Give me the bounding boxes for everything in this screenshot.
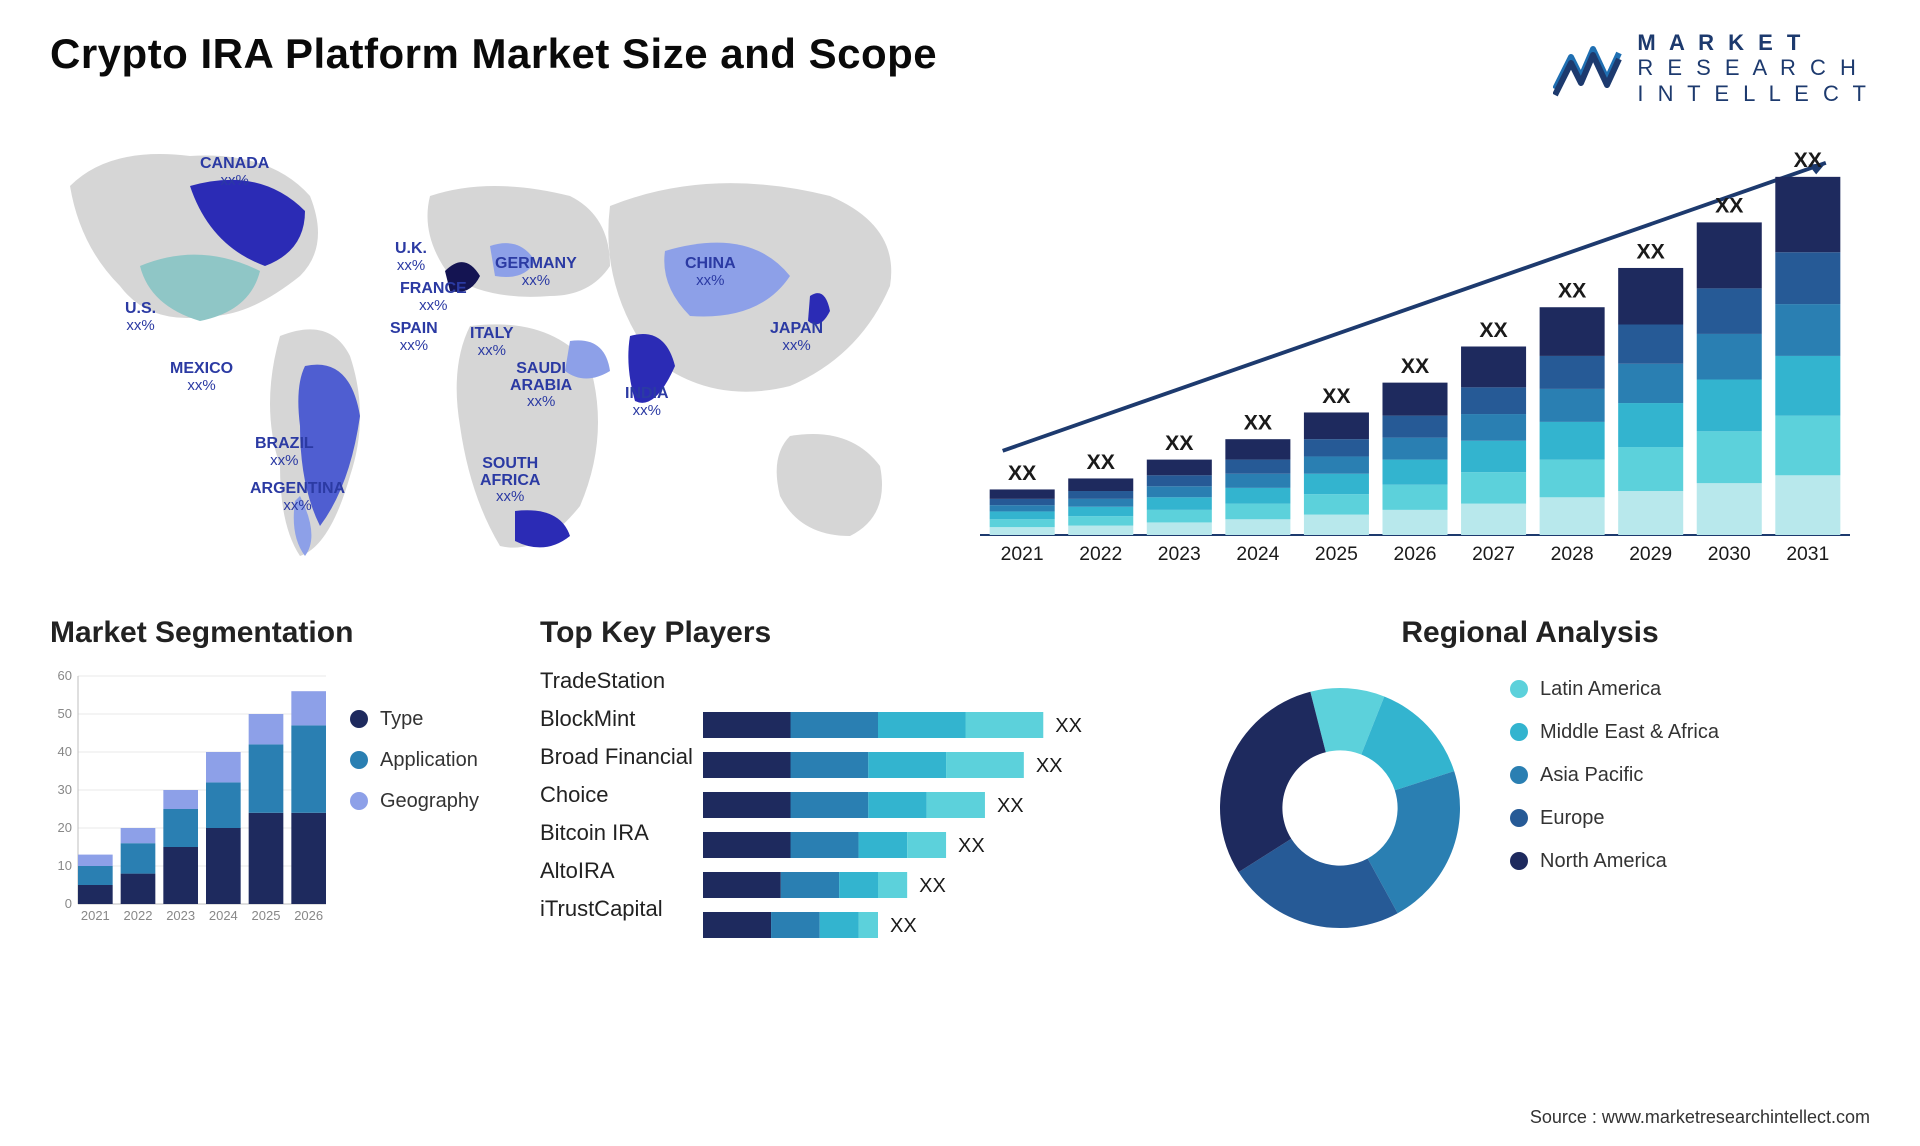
player-name: Choice bbox=[540, 782, 693, 808]
svg-text:XX: XX bbox=[890, 915, 917, 937]
svg-text:XX: XX bbox=[958, 835, 985, 857]
svg-text:2025: 2025 bbox=[252, 908, 281, 923]
segmentation-chart: 0 10 20 30 40 50 60 2021 2022 2023 2024 2025 2026 bbox=[50, 668, 330, 928]
players-chart: XXXXXXXXXXXX bbox=[703, 668, 1123, 948]
svg-text:XX: XX bbox=[1401, 354, 1429, 378]
svg-text:2029: 2029 bbox=[1629, 544, 1672, 565]
player-name: Bitcoin IRA bbox=[540, 820, 693, 846]
regional-legend-item: Asia Pacific bbox=[1510, 764, 1719, 787]
svg-text:2022: 2022 bbox=[1079, 544, 1122, 565]
svg-text:2030: 2030 bbox=[1708, 544, 1751, 565]
map-label-japan: JAPANxx% bbox=[770, 321, 823, 354]
svg-text:XX: XX bbox=[1558, 278, 1586, 302]
svg-text:XX: XX bbox=[1715, 194, 1743, 218]
trend-chart-panel: XX 2021 XX 2022 XX 2023 XX 2024 XX 2025 XX 2026 XX 20… bbox=[960, 126, 1870, 586]
map-label-china: CHINAxx% bbox=[685, 256, 736, 289]
svg-text:2031: 2031 bbox=[1786, 544, 1829, 565]
source-attribution: Source : www.marketresearchintellect.com bbox=[1530, 1107, 1870, 1128]
svg-text:XX: XX bbox=[997, 795, 1024, 817]
svg-text:XX: XX bbox=[1087, 450, 1115, 474]
player-name: TradeStation bbox=[540, 668, 693, 694]
segmentation-legend-item: Geography bbox=[350, 790, 479, 813]
players-name-list: TradeStation BlockMint Broad Financial Choi… bbox=[540, 668, 693, 948]
page-title: Crypto IRA Platform Market Size and Scop… bbox=[50, 30, 937, 78]
svg-text:10: 10 bbox=[58, 858, 72, 873]
regional-legend: Latin America Middle East & Africa Asia Pa… bbox=[1510, 668, 1719, 873]
regional-title: Regional Analysis bbox=[1190, 616, 1870, 650]
svg-text:2024: 2024 bbox=[1236, 544, 1279, 565]
svg-text:XX: XX bbox=[919, 875, 946, 897]
svg-text:XX: XX bbox=[1036, 755, 1063, 777]
svg-text:0: 0 bbox=[65, 896, 72, 911]
regional-legend-item: North America bbox=[1510, 850, 1719, 873]
regional-legend-item: Middle East & Africa bbox=[1510, 721, 1719, 744]
map-label-canada: CANADAxx% bbox=[200, 156, 269, 189]
svg-text:2026: 2026 bbox=[294, 908, 323, 923]
logo-text: M A R K E T R E S E A R C H I N T E L L … bbox=[1637, 30, 1870, 106]
svg-text:2027: 2027 bbox=[1472, 544, 1515, 565]
svg-text:XX: XX bbox=[1322, 384, 1350, 408]
trend-chart: XX 2021 XX 2022 XX 2023 XX 2024 XX 2025 XX 2026 XX 20… bbox=[980, 136, 1850, 586]
svg-text:XX: XX bbox=[1008, 461, 1036, 485]
svg-text:2025: 2025 bbox=[1315, 544, 1358, 565]
map-label-saudi-arabia: SAUDIARABIAxx% bbox=[510, 361, 572, 410]
svg-text:2026: 2026 bbox=[1394, 544, 1437, 565]
map-label-france: FRANCExx% bbox=[400, 281, 467, 314]
svg-text:XX: XX bbox=[1055, 715, 1082, 737]
svg-text:XX: XX bbox=[1794, 148, 1822, 172]
bottom-row: Market Segmentation 0 10 20 30 40 50 60 2021 202… bbox=[50, 616, 1870, 948]
map-label-italy: ITALYxx% bbox=[470, 326, 514, 359]
regional-legend-item: Latin America bbox=[1510, 678, 1719, 701]
header: Crypto IRA Platform Market Size and Scop… bbox=[50, 30, 1870, 106]
svg-text:XX: XX bbox=[1165, 431, 1193, 455]
map-label-mexico: MEXICOxx% bbox=[170, 361, 233, 394]
players-title: Top Key Players bbox=[540, 616, 1160, 650]
svg-text:20: 20 bbox=[58, 820, 72, 835]
svg-text:2024: 2024 bbox=[209, 908, 238, 923]
svg-text:50: 50 bbox=[58, 706, 72, 721]
map-label-argentina: ARGENTINAxx% bbox=[250, 481, 345, 514]
svg-text:2021: 2021 bbox=[81, 908, 110, 923]
segmentation-section: Market Segmentation 0 10 20 30 40 50 60 2021 202… bbox=[50, 616, 510, 948]
svg-text:60: 60 bbox=[58, 668, 72, 683]
map-label-brazil: BRAZILxx% bbox=[255, 436, 314, 469]
world-map-panel: CANADAxx% U.S.xx% MEXICOxx% BRAZILxx% ARGENT… bbox=[50, 126, 920, 586]
map-label-u-s-: U.S.xx% bbox=[125, 301, 156, 334]
svg-text:XX: XX bbox=[1479, 318, 1507, 342]
svg-text:XX: XX bbox=[1244, 410, 1272, 434]
regional-section: Regional Analysis Latin America Middle Ea… bbox=[1190, 616, 1870, 948]
map-label-u-k-: U.K.xx% bbox=[395, 241, 427, 274]
logo-icon bbox=[1553, 39, 1623, 97]
regional-legend-item: Europe bbox=[1510, 807, 1719, 830]
map-label-south-africa: SOUTHAFRICAxx% bbox=[480, 456, 540, 505]
player-name: AltoIRA bbox=[540, 858, 693, 884]
brand-logo: M A R K E T R E S E A R C H I N T E L L … bbox=[1553, 30, 1870, 106]
segmentation-legend-item: Application bbox=[350, 749, 479, 772]
svg-text:2023: 2023 bbox=[1158, 544, 1201, 565]
regional-donut bbox=[1190, 668, 1490, 948]
svg-text:XX: XX bbox=[1637, 239, 1665, 263]
segmentation-legend-item: Type bbox=[350, 708, 479, 731]
player-name: iTrustCapital bbox=[540, 896, 693, 922]
map-label-india: INDIAxx% bbox=[625, 386, 669, 419]
player-name: BlockMint bbox=[540, 706, 693, 732]
svg-text:2021: 2021 bbox=[1001, 544, 1044, 565]
segmentation-title: Market Segmentation bbox=[50, 616, 510, 650]
svg-text:40: 40 bbox=[58, 744, 72, 759]
segmentation-legend: Type Application Geography bbox=[350, 668, 479, 928]
svg-text:30: 30 bbox=[58, 782, 72, 797]
top-row: CANADAxx% U.S.xx% MEXICOxx% BRAZILxx% ARGENT… bbox=[50, 126, 1870, 586]
map-label-germany: GERMANYxx% bbox=[495, 256, 577, 289]
players-section: Top Key Players TradeStation BlockMint Bro… bbox=[540, 616, 1160, 948]
svg-text:2023: 2023 bbox=[166, 908, 195, 923]
svg-text:2028: 2028 bbox=[1551, 544, 1594, 565]
player-name: Broad Financial bbox=[540, 744, 693, 770]
svg-text:2022: 2022 bbox=[124, 908, 153, 923]
map-label-spain: SPAINxx% bbox=[390, 321, 438, 354]
